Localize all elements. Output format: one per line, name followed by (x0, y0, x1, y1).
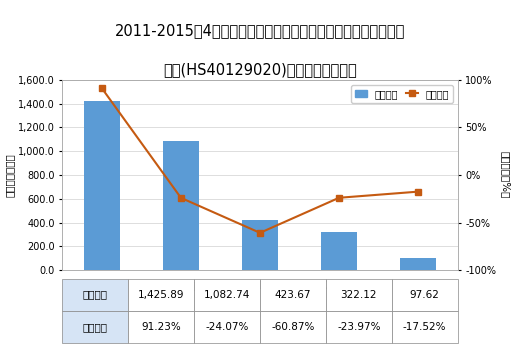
Legend: 进口数量, 同比增长: 进口数量, 同比增长 (352, 85, 453, 103)
Text: 衬带(HS40129020)进口量及增速统计: 衬带(HS40129020)进口量及增速统计 (163, 62, 357, 77)
Bar (242, 220, 278, 270)
Y-axis label: 进口数量（吨）: 进口数量（吨） (5, 153, 15, 197)
Y-axis label: 同比增长（%）: 同比增长（%） (500, 151, 511, 199)
Bar (400, 258, 436, 270)
Text: 2011-2015年4月汽车用实心或半实心橡胶轮胎、胎面及橡胶轮胎: 2011-2015年4月汽车用实心或半实心橡胶轮胎、胎面及橡胶轮胎 (115, 23, 405, 38)
Bar (163, 141, 199, 270)
Bar (84, 101, 120, 270)
Bar (321, 232, 357, 270)
